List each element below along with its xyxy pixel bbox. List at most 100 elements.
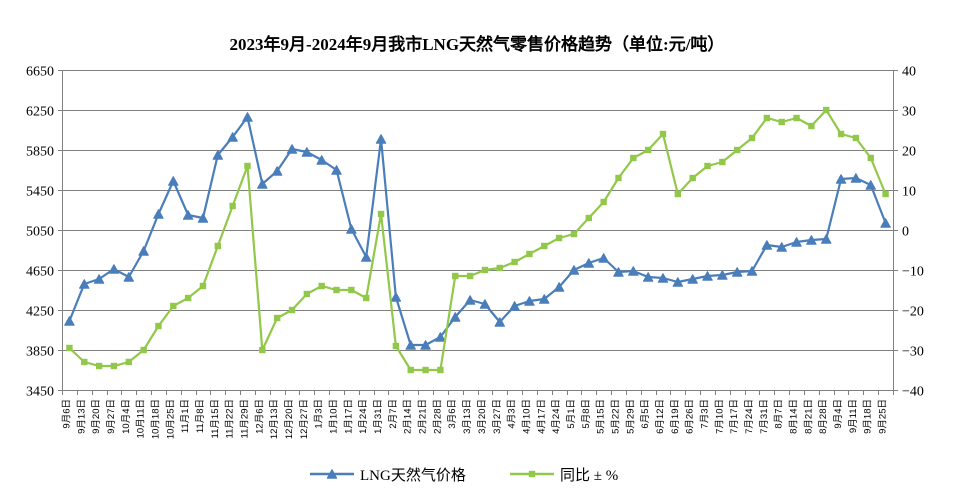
left-axis-tick-label: 4250: [26, 305, 54, 320]
x-axis-category-label: 5月8日: [581, 399, 592, 429]
data-point-marker: [361, 252, 372, 262]
chart-title: 2023年9月-2024年9月我市LNG天然气零售价格趋势（单位:元/吨）: [229, 35, 725, 54]
data-point-marker: [110, 362, 118, 370]
x-axis-category-label: 12月13日: [269, 399, 280, 439]
data-point-marker: [140, 346, 147, 354]
left-axis-tick-label: 5050: [26, 225, 54, 240]
data-point-marker: [363, 294, 370, 302]
left-axis-tick-label: 5850: [26, 145, 54, 160]
data-point-marker: [93, 274, 105, 284]
data-point-marker: [199, 282, 207, 290]
x-axis-category-label: 9月20日: [91, 399, 102, 434]
data-point-marker: [286, 144, 298, 154]
data-point-marker: [301, 147, 313, 157]
data-point-marker: [509, 301, 520, 311]
data-point-marker: [377, 210, 385, 218]
data-point-marker: [303, 290, 311, 298]
x-axis-category-label: 4月10日: [521, 399, 532, 434]
data-point-marker: [657, 273, 669, 283]
x-axis-category-label: 1月10日: [329, 399, 340, 434]
data-point-marker: [570, 230, 578, 238]
data-point-marker: [271, 166, 283, 176]
data-point-marker: [348, 286, 355, 294]
x-axis-category-label: 2月21日: [418, 399, 429, 434]
data-point-marker: [748, 134, 756, 142]
data-point-marker: [331, 165, 342, 175]
data-point-marker: [227, 132, 238, 142]
left-axis-tick-label: 3850: [26, 345, 54, 360]
x-axis-category-label: 10月11日: [136, 399, 147, 438]
right-axis-tick-label: −20: [902, 305, 924, 320]
data-point-marker: [452, 272, 459, 280]
data-point-marker: [763, 114, 771, 122]
right-axis: −40 −30 −20 −10 0 10 20 30 40: [893, 65, 924, 400]
x-axis-category-label: 6月12日: [655, 399, 666, 434]
left-axis-tick-label: 4650: [26, 265, 54, 280]
x-axis-category-label: 1月31日: [373, 399, 384, 434]
data-point-marker: [719, 158, 726, 166]
data-point-marker: [689, 174, 696, 182]
data-point-marker: [197, 213, 209, 223]
x-axis-category-label: 5月29日: [625, 399, 636, 434]
data-point-marker: [630, 154, 637, 162]
data-point-marker: [494, 317, 505, 327]
right-axis-tick-label: 20: [902, 145, 916, 160]
x-axis-category-label: 6月26日: [685, 399, 696, 434]
data-point-marker: [229, 202, 236, 210]
data-point-marker: [79, 279, 90, 289]
data-point-marker: [778, 118, 785, 126]
x-axis-category-label: 4月24日: [551, 399, 562, 434]
data-point-marker: [407, 366, 414, 374]
data-point-marker: [702, 271, 713, 281]
right-axis-tick-label: 30: [902, 105, 916, 120]
data-point-marker: [420, 340, 431, 350]
data-point-marker: [481, 266, 489, 274]
x-axis-category-label: 2月7日: [388, 399, 399, 429]
x-axis-category-label: 3月13日: [462, 399, 473, 434]
right-axis-tick-label: 0: [902, 225, 909, 240]
data-point-marker: [865, 180, 876, 190]
x-axis-category-label: 9月18日: [863, 399, 874, 434]
data-point-marker: [850, 173, 862, 183]
data-point-marker: [155, 322, 162, 330]
data-point-marker: [496, 264, 503, 272]
data-point-marker: [244, 162, 251, 170]
x-axis-category-label: 7月31日: [759, 399, 770, 434]
data-point-marker: [405, 340, 416, 350]
data-point-marker: [392, 342, 400, 350]
data-point-marker: [524, 296, 535, 306]
x-axis-category-label: 9月11日: [848, 399, 859, 433]
series-yoy-percent: [66, 106, 889, 374]
data-point-marker: [81, 358, 88, 366]
data-point-marker: [153, 209, 164, 219]
x-axis-category-label: 2月14日: [403, 399, 414, 434]
data-point-marker: [138, 246, 149, 256]
data-point-marker: [674, 190, 682, 198]
x-axis-category-label: 11月1日: [180, 399, 191, 433]
data-point-marker: [585, 214, 592, 222]
data-point-marker: [761, 240, 773, 250]
legend-label: 同比 ± %: [560, 467, 618, 484]
x-axis-category-label: 7月17日: [729, 399, 740, 434]
x-axis-category-label: 10月18日: [150, 399, 161, 439]
data-point-marker: [553, 282, 565, 292]
data-point-marker: [644, 146, 652, 154]
right-axis-tick-label: −10: [902, 265, 924, 280]
data-point-marker: [583, 258, 594, 268]
data-point-marker: [823, 106, 830, 114]
data-point-marker: [704, 162, 711, 170]
data-point-marker: [450, 312, 461, 322]
data-point-marker: [182, 210, 194, 220]
left-axis-tick-label: 5450: [26, 185, 54, 200]
data-point-marker: [837, 130, 845, 138]
data-point-marker: [214, 242, 222, 250]
x-axis-category-label: 5月22日: [610, 399, 621, 434]
data-point-marker: [791, 237, 802, 247]
x-axis-category-label: 7月3日: [700, 399, 711, 429]
data-point-marker: [273, 314, 281, 322]
x-axis-category-label: 7月24日: [744, 399, 755, 434]
data-point-marker: [642, 272, 654, 282]
data-point-marker: [66, 344, 73, 352]
x-axis-category-label: 3月20日: [477, 399, 488, 434]
data-point-marker: [123, 272, 134, 282]
